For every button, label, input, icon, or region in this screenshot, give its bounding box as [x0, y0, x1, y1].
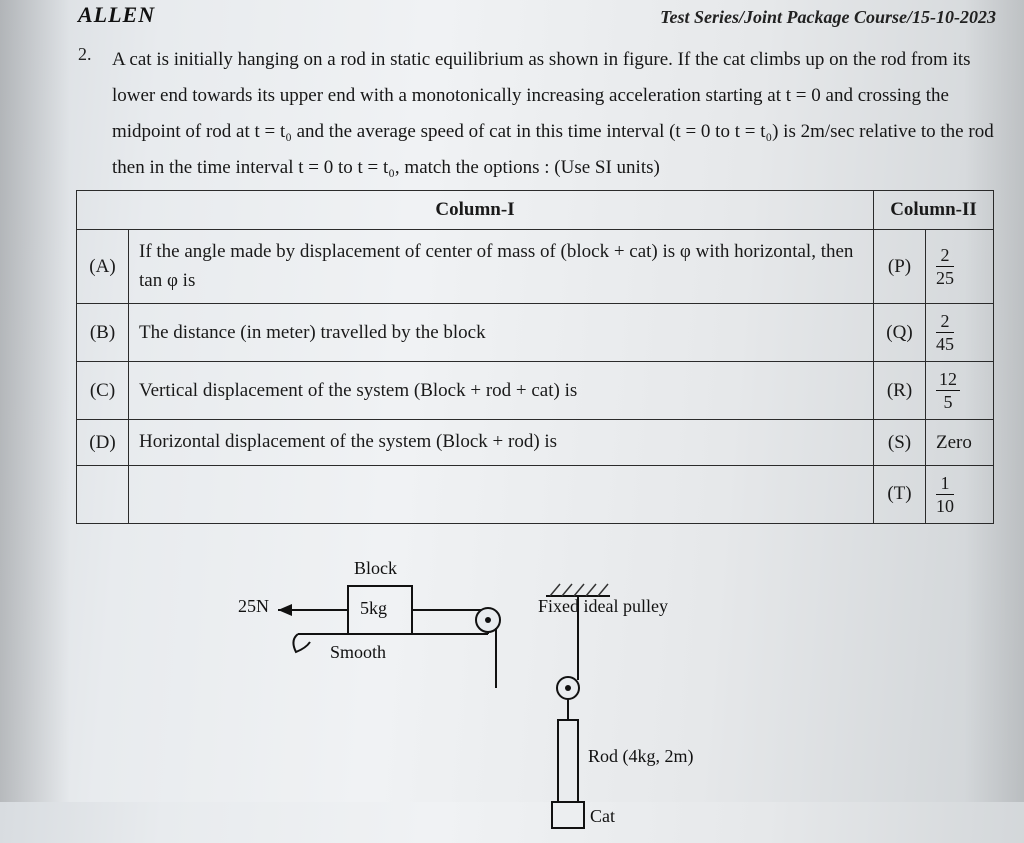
- table-row: (D) Horizontal displacement of the syste…: [77, 420, 994, 466]
- pulley-label: Fixed ideal pulley: [538, 596, 668, 617]
- series-fragment: Test Series/Joint Package Course/15-10-2…: [660, 7, 996, 28]
- page-header: ALLEN Test Series/Joint Package Course/1…: [78, 0, 996, 34]
- row-a-text: If the angle made by displacement of cen…: [129, 230, 874, 304]
- brand-fragment: ALLEN: [78, 2, 155, 28]
- row-r-value: 125: [926, 362, 994, 420]
- row-p-letter: (P): [874, 230, 926, 304]
- row-t-value: 110: [926, 465, 994, 523]
- table-row: (A) If the angle made by displacement of…: [77, 230, 994, 304]
- table-row: (C) Vertical displacement of the system …: [77, 362, 994, 420]
- surface-label: Smooth: [330, 642, 386, 663]
- block-mass-label: 5kg: [360, 598, 387, 619]
- column-1-header: Column-I: [77, 191, 874, 230]
- row-r-letter: (R): [874, 362, 926, 420]
- row-c-letter: (C): [77, 362, 129, 420]
- table-header-row: Column-I Column-II: [77, 191, 994, 230]
- table-row: (T) 110: [77, 465, 994, 523]
- question-text: A cat is initially hanging on a rod in s…: [112, 42, 996, 186]
- diagram: Block 25N 5kg Smooth Fixed ideal pulley …: [238, 538, 798, 838]
- question-block: 2. A cat is initially hanging on a rod i…: [78, 42, 996, 186]
- block-label: Block: [354, 558, 397, 579]
- row-a-letter: (A): [77, 230, 129, 304]
- cat-label: Cat: [590, 806, 615, 827]
- row-q-letter: (Q): [874, 304, 926, 362]
- rod-label: Rod (4kg, 2m): [588, 746, 694, 767]
- diagram-svg: [238, 538, 798, 838]
- row-q-value: 245: [926, 304, 994, 362]
- force-label: 25N: [238, 596, 269, 617]
- row-b-text: The distance (in meter) travelled by the…: [129, 304, 874, 362]
- match-table: Column-I Column-II (A) If the angle made…: [76, 190, 994, 524]
- row-b-letter: (B): [77, 304, 129, 362]
- question-number: 2.: [78, 44, 94, 186]
- row-empty-text: [129, 465, 874, 523]
- question-line-1: A cat is initially hanging on a rod in s…: [112, 49, 906, 70]
- row-s-value: Zero: [926, 420, 994, 466]
- column-2-header: Column-II: [874, 191, 994, 230]
- row-p-value: 225: [926, 230, 994, 304]
- row-s-letter: (S): [874, 420, 926, 466]
- row-d-text: Horizontal displacement of the system (B…: [129, 420, 874, 466]
- row-t-letter: (T): [874, 465, 926, 523]
- row-c-text: Vertical displacement of the system (Blo…: [129, 362, 874, 420]
- table-row: (B) The distance (in meter) travelled by…: [77, 304, 994, 362]
- row-empty-letter: [77, 465, 129, 523]
- row-d-letter: (D): [77, 420, 129, 466]
